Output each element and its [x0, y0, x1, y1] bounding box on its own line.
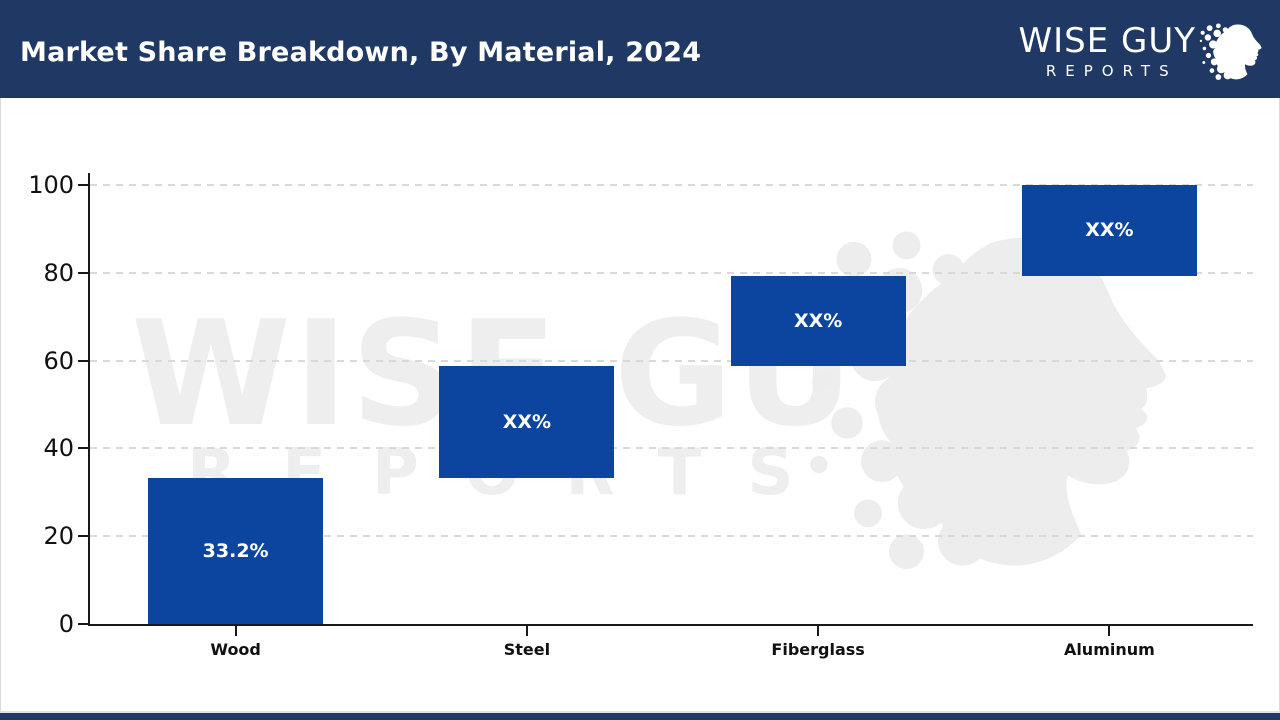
x-label-wood: Wood	[210, 640, 261, 659]
y-tick-label-60: 60	[43, 346, 74, 375]
plot: 0 20 40 60 80 100 33.2% Wood XX% Steel XX% Fibergla…	[28, 171, 1253, 659]
logo-wordmark: WISE GUY REPORTS	[1018, 21, 1196, 80]
bar-aluminum: XX%	[1021, 185, 1197, 276]
gridline-40	[90, 447, 1253, 450]
page-title: Market Share Breakdown, By Material, 202…	[20, 36, 702, 68]
logo-reports-text: REPORTS	[1045, 61, 1178, 80]
chart-area: WISE GUY REPORTS 02040608010033.2%WoodXX…	[0, 98, 1280, 711]
gridline-80	[90, 271, 1253, 274]
y-tick-80	[78, 271, 88, 274]
brand-logo: WISE GUY REPORTS	[1018, 13, 1262, 91]
x-label-fiberglass: Fiberglass	[771, 640, 865, 659]
y-tick-label-100: 100	[28, 171, 74, 199]
y-tick-60	[78, 359, 88, 362]
footer-bar	[0, 711, 1280, 720]
header: Market Share Breakdown, By Material, 202…	[0, 0, 1280, 98]
bar-value-label-aluminum: XX%	[1085, 219, 1134, 242]
x-label-steel: Steel	[503, 640, 551, 659]
bar-value-label-wood: 33.2%	[202, 540, 269, 563]
x-tick-aluminum	[1108, 626, 1111, 636]
gridline-100	[90, 184, 1253, 186]
bar-fiberglass: XX%	[730, 275, 906, 366]
y-tick-label-40: 40	[43, 434, 74, 463]
y-tick-20	[78, 535, 88, 538]
x-tick-wood	[234, 626, 237, 636]
x-tick-fiberglass	[817, 626, 820, 636]
gridline-60	[90, 359, 1253, 362]
y-tick-label-20: 20	[43, 522, 74, 551]
bar-steel: XX%	[439, 365, 615, 479]
x-tick-steel	[525, 626, 528, 636]
gridline-20	[90, 535, 1253, 538]
logo-name-text: WISE GUY	[1018, 21, 1196, 62]
bar-value-label-fiberglass: XX%	[793, 309, 843, 332]
y-tick-label-0: 0	[58, 610, 74, 638]
bar-wood: 33.2%	[148, 478, 324, 624]
x-label-aluminum: Aluminum	[1063, 640, 1155, 659]
y-tick-40	[78, 447, 88, 450]
y-tick-label-80: 80	[43, 258, 74, 287]
bar-value-label-steel: XX%	[502, 411, 552, 434]
y-tick-0	[78, 623, 88, 625]
logo-head-icon	[1199, 23, 1262, 80]
y-tick-100	[78, 184, 88, 186]
